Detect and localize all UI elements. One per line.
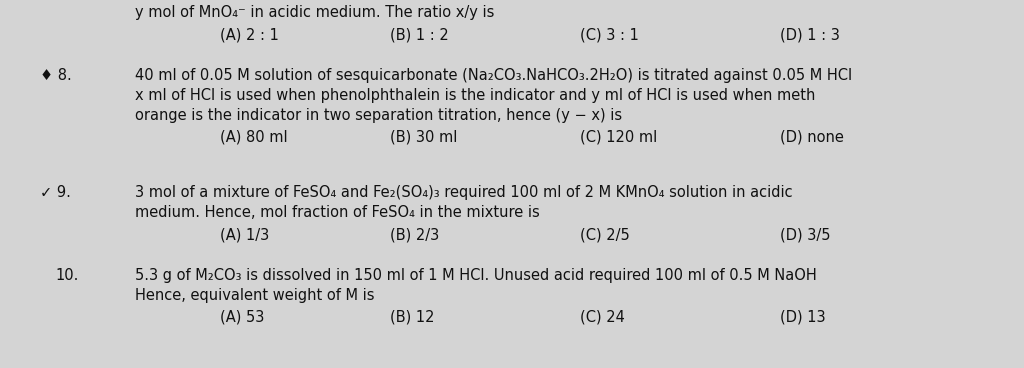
Text: 40 ml of 0.05 M solution of sesquicarbonate (Na₂CO₃.NaHCO₃.2H₂O) is titrated aga: 40 ml of 0.05 M solution of sesquicarbon… xyxy=(135,68,852,83)
Text: (B) 2/3: (B) 2/3 xyxy=(390,227,439,242)
Text: ✓ 9.: ✓ 9. xyxy=(40,185,71,200)
Text: medium. Hence, mol fraction of FeSO₄ in the mixture is: medium. Hence, mol fraction of FeSO₄ in … xyxy=(135,205,540,220)
Text: (A) 80 ml: (A) 80 ml xyxy=(220,130,288,145)
Text: y mol of MnO₄⁻ in acidic medium. The ratio x/y is: y mol of MnO₄⁻ in acidic medium. The rat… xyxy=(135,5,495,20)
Text: orange is the indicator in two separation titration, hence (y − x) is: orange is the indicator in two separatio… xyxy=(135,108,623,123)
Text: (D) 1 : 3: (D) 1 : 3 xyxy=(780,28,840,43)
Text: (D) none: (D) none xyxy=(780,130,844,145)
Text: (C) 2/5: (C) 2/5 xyxy=(580,227,630,242)
Text: Hence, equivalent weight of M is: Hence, equivalent weight of M is xyxy=(135,288,375,303)
Text: 10.: 10. xyxy=(55,268,79,283)
Text: (D) 13: (D) 13 xyxy=(780,310,825,325)
Text: (C) 24: (C) 24 xyxy=(580,310,625,325)
Text: (A) 2 : 1: (A) 2 : 1 xyxy=(220,28,279,43)
Text: (B) 12: (B) 12 xyxy=(390,310,434,325)
Text: (B) 1 : 2: (B) 1 : 2 xyxy=(390,28,449,43)
Text: 5.3 g of M₂CO₃ is dissolved in 150 ml of 1 M HCl. Unused acid required 100 ml of: 5.3 g of M₂CO₃ is dissolved in 150 ml of… xyxy=(135,268,817,283)
Text: (A) 53: (A) 53 xyxy=(220,310,264,325)
Text: (B) 30 ml: (B) 30 ml xyxy=(390,130,458,145)
Text: 3 mol of a mixture of FeSO₄ and Fe₂(SO₄)₃ required 100 ml of 2 M KMnO₄ solution : 3 mol of a mixture of FeSO₄ and Fe₂(SO₄)… xyxy=(135,185,793,200)
Text: (A) 1/3: (A) 1/3 xyxy=(220,227,269,242)
Text: (C) 3 : 1: (C) 3 : 1 xyxy=(580,28,639,43)
Text: ♦ 8.: ♦ 8. xyxy=(40,68,72,83)
Text: (D) 3/5: (D) 3/5 xyxy=(780,227,830,242)
Text: x ml of HCl is used when phenolphthalein is the indicator and y ml of HCl is use: x ml of HCl is used when phenolphthalein… xyxy=(135,88,815,103)
Text: (C) 120 ml: (C) 120 ml xyxy=(580,130,657,145)
